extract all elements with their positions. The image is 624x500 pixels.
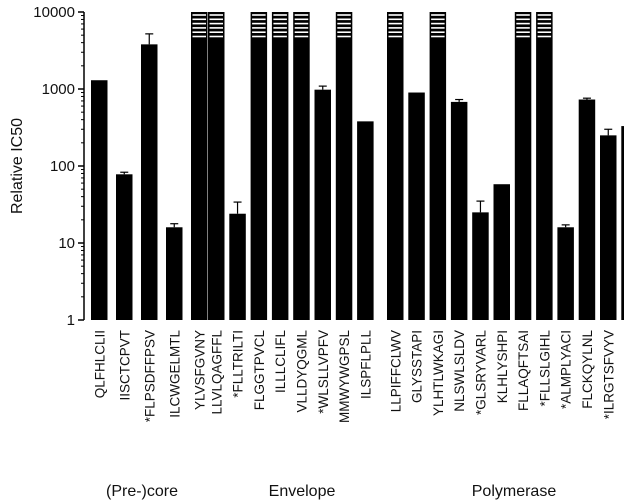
category-label: FLCKQYLNL <box>580 330 595 409</box>
category-label: GLYSSTAPI <box>410 330 425 403</box>
bar <box>472 212 489 320</box>
bar <box>191 12 208 320</box>
bars <box>91 12 624 321</box>
bar <box>271 12 289 320</box>
bar <box>357 121 374 321</box>
bar <box>250 12 268 320</box>
group-label: Polymerase <box>472 483 557 500</box>
bar <box>387 12 404 320</box>
bar <box>450 101 468 320</box>
category-label: *WLSLLVPFV <box>316 330 331 414</box>
category-label: MMWYWGPSL <box>337 330 352 423</box>
category-label: FLGGTPVCL <box>252 330 267 411</box>
category-label: ILCWGELMTL <box>167 330 182 418</box>
y-axis-title: Relative IC50 <box>9 118 26 214</box>
y-tick-label: 100 <box>50 158 75 175</box>
category-label: LLPIFFCLWV <box>388 330 403 412</box>
bar <box>229 213 246 320</box>
category-label: *ALMPLYACI <box>559 330 574 409</box>
category-labels: QLFHLCLII IISCTCPVT *FLPSDFFPSV ILCWGELMTL Y… <box>92 330 624 423</box>
y-tick-label: 10000 <box>33 4 75 21</box>
category-label: *GLSRYVARL <box>473 330 488 416</box>
category-label: ILLLCLIFL <box>273 330 288 394</box>
axes: 1 10 100 1000 10000 <box>33 4 85 329</box>
category-label: *FLPSDFFPSV <box>142 330 157 422</box>
y-tick-label: 1 <box>67 312 75 329</box>
bar <box>166 227 183 320</box>
y-tick-label: 1000 <box>42 81 75 98</box>
category-label: LLVLQAGFFL <box>209 330 224 415</box>
bar <box>536 12 553 320</box>
bar <box>621 126 624 320</box>
y-tick-label: 10 <box>58 235 75 252</box>
bar <box>293 12 310 320</box>
bar <box>514 12 532 320</box>
bar <box>314 89 331 320</box>
group-labels: (Pre-)core Envelope Polymerase <box>106 483 556 500</box>
category-label: YLVSFGVNY <box>192 330 207 410</box>
bar <box>335 12 353 320</box>
category-label: VLLDYQGML <box>294 330 309 413</box>
bar <box>578 99 596 320</box>
bar <box>208 12 225 320</box>
group-label: Envelope <box>269 483 336 500</box>
category-label: NLSWLSLDV <box>452 330 467 412</box>
category-label: IISCTCPVT <box>117 330 132 401</box>
bar <box>429 12 447 320</box>
bar <box>116 174 133 320</box>
category-label: ILSPFLPLL <box>358 330 373 400</box>
bar <box>408 92 425 321</box>
category-label: *ILRGTSFVYV <box>601 330 616 419</box>
category-label: QLFHLCLII <box>92 330 107 398</box>
bar <box>493 184 510 320</box>
bar <box>557 227 574 320</box>
bar <box>141 44 158 321</box>
category-label: YLHTLWKAGI <box>431 330 446 416</box>
category-label: *FLLTRILTI <box>231 330 246 398</box>
category-label: KLHLYSHPI <box>495 330 510 403</box>
category-label: *SLYADSPSV <box>623 330 624 414</box>
category-label: *FLLSLGIHL <box>537 330 552 407</box>
category-label: FLLAQFTSAI <box>516 330 531 411</box>
group-label: (Pre-)core <box>106 483 178 500</box>
bar <box>600 135 617 320</box>
bar <box>91 80 108 320</box>
